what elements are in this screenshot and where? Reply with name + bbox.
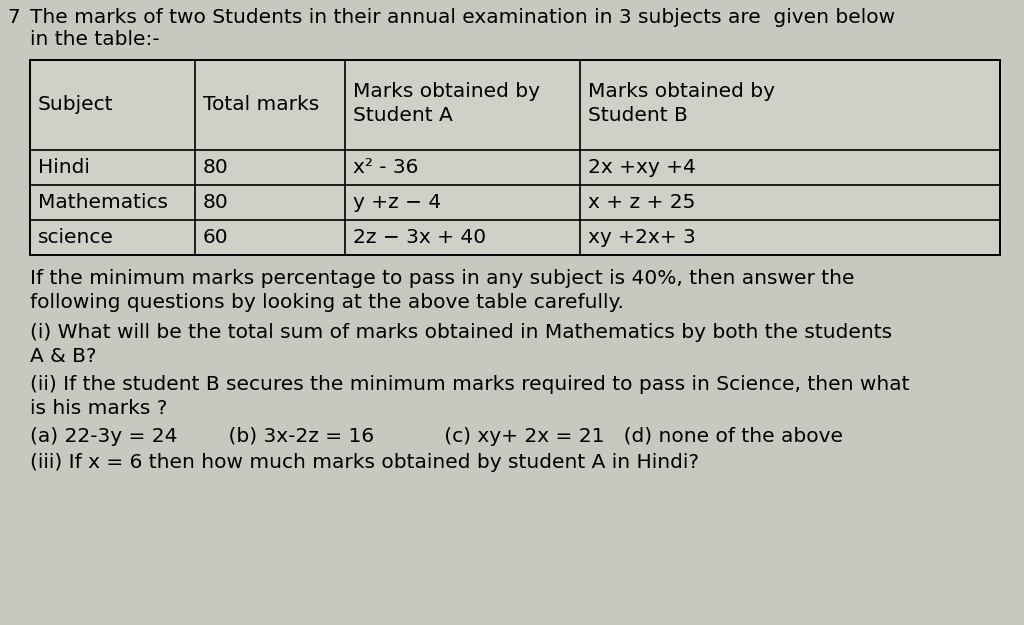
- Text: Marks obtained by: Marks obtained by: [588, 82, 775, 101]
- Text: x² - 36: x² - 36: [353, 158, 419, 177]
- Text: in the table:-: in the table:-: [30, 30, 160, 49]
- Text: x + z + 25: x + z + 25: [588, 193, 695, 212]
- Text: A & B?: A & B?: [30, 347, 96, 366]
- Text: Hindi: Hindi: [38, 158, 90, 177]
- Text: 60: 60: [203, 228, 228, 247]
- Text: 2z − 3x + 40: 2z − 3x + 40: [353, 228, 486, 247]
- Text: (iii) If x = 6 then how much marks obtained by student A in Hindi?: (iii) If x = 6 then how much marks obtai…: [30, 453, 699, 472]
- Text: 7: 7: [7, 8, 19, 27]
- Bar: [30, 60, 1000, 255]
- Text: 80: 80: [203, 158, 228, 177]
- Text: y +z − 4: y +z − 4: [353, 193, 441, 212]
- Text: Mathematics: Mathematics: [38, 193, 168, 212]
- Text: Subject: Subject: [38, 96, 114, 114]
- Text: Marks obtained by: Marks obtained by: [353, 82, 540, 101]
- Text: xy +2x+ 3: xy +2x+ 3: [588, 228, 695, 247]
- Text: following questions by looking at the above table carefully.: following questions by looking at the ab…: [30, 293, 624, 312]
- Text: (ii) If the student B secures the minimum marks required to pass in Science, the: (ii) If the student B secures the minimu…: [30, 375, 909, 394]
- Text: 80: 80: [203, 193, 228, 212]
- Text: The marks of two Students in their annual examination in 3 subjects are  given b: The marks of two Students in their annua…: [30, 8, 895, 27]
- Text: (i) What will be the total sum of marks obtained in Mathematics by both the stud: (i) What will be the total sum of marks …: [30, 323, 892, 342]
- Text: Student B: Student B: [588, 106, 688, 125]
- Text: Student A: Student A: [353, 106, 453, 125]
- Text: (a) 22-3y = 24        (b) 3x-2z = 16           (c) xy+ 2x = 21   (d) none of the: (a) 22-3y = 24 (b) 3x-2z = 16 (c) xy+ 2x…: [30, 427, 843, 446]
- Text: 2x +xy +4: 2x +xy +4: [588, 158, 696, 177]
- Text: Total marks: Total marks: [203, 96, 319, 114]
- Text: science: science: [38, 228, 114, 247]
- Text: If the minimum marks percentage to pass in any subject is 40%, then answer the: If the minimum marks percentage to pass …: [30, 269, 854, 288]
- Text: is his marks ?: is his marks ?: [30, 399, 167, 418]
